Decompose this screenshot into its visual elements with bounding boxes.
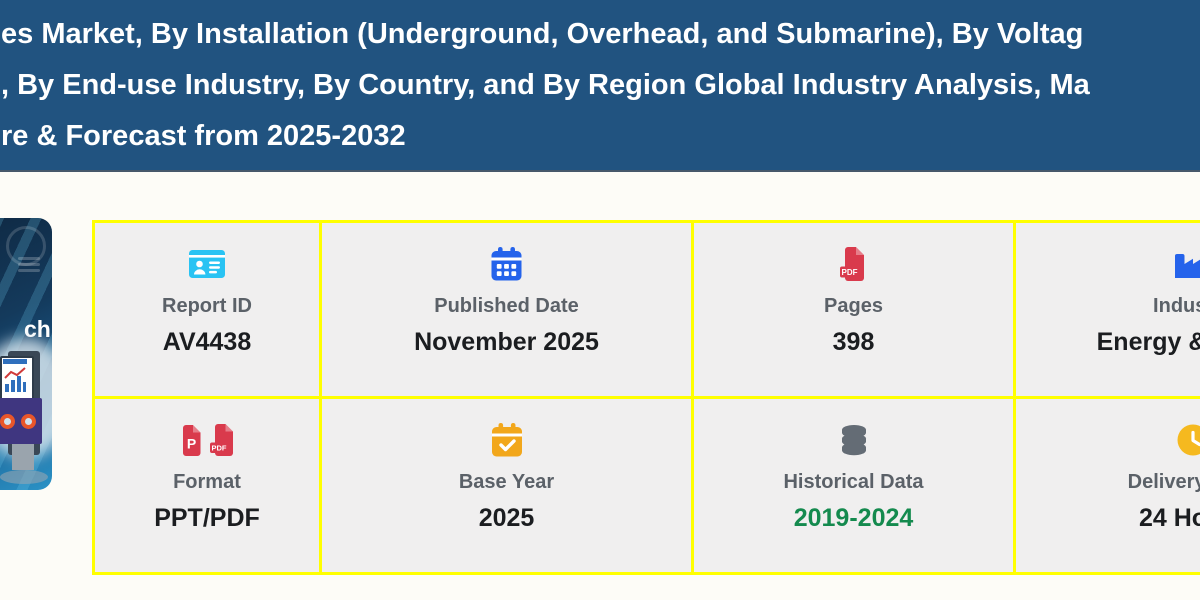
card-value: November 2025 — [414, 328, 599, 356]
factory-icon — [1175, 254, 1200, 278]
file-ppt-icon: P — [182, 424, 200, 456]
cover-chart-screen — [0, 356, 34, 400]
report-cover-thumbnail: ch — [0, 218, 52, 490]
card-historical-data: Historical Data 2019-2024 — [694, 399, 1016, 575]
cover-donut-icon — [0, 413, 15, 429]
card-label: Base Year — [458, 471, 555, 493]
card-label: Format — [173, 471, 241, 493]
card-value: 24 Hours — [1139, 504, 1200, 532]
svg-text:P: P — [186, 435, 195, 451]
report-title: es Market, By Installation (Underground,… — [1, 9, 1200, 162]
id-card-icon — [189, 250, 225, 278]
calendar-days-icon — [491, 247, 522, 281]
clock-icon — [1177, 424, 1200, 456]
card-industry: Industry Energy & Power — [1016, 223, 1200, 399]
card-base-year: Base Year 2025 — [322, 399, 694, 575]
database-icon — [841, 424, 866, 455]
cover-menu-lines — [18, 254, 40, 275]
card-report-id: Report ID AV4438 — [95, 223, 322, 399]
calendar-check-icon — [491, 423, 522, 457]
report-title-line-2: , By End-use Industry, By Country, and B… — [1, 69, 1090, 101]
card-format: P PDF Format PPT/PDF — [95, 399, 322, 575]
card-delivery-time: Delivery Time 24 Hours — [1016, 399, 1200, 575]
card-label: Historical Data — [783, 471, 924, 493]
file-pdf-icon: PDF — [209, 424, 233, 456]
file-pdf-icon: PDF — [840, 247, 864, 281]
cover-kiosk-pedestal — [12, 444, 34, 470]
cover-mini-chart — [3, 359, 27, 392]
report-info-grid: Report ID AV4438 Published Date November… — [92, 220, 1200, 575]
card-value: AV4438 — [162, 328, 252, 356]
svg-text:PDF: PDF — [211, 444, 226, 453]
cover-shadow — [0, 470, 48, 484]
svg-text:PDF: PDF — [842, 268, 858, 277]
cover-logo-circle — [6, 226, 46, 266]
card-value: Energy & Power — [1096, 328, 1200, 356]
card-pages: PDF Pages 398 — [694, 223, 1016, 399]
card-value: PPT/PDF — [154, 504, 260, 532]
card-label: Industry — [1153, 295, 1200, 317]
card-value: 2019-2024 — [793, 504, 914, 532]
card-label: Report ID — [162, 295, 252, 317]
card-label: Delivery Time — [1127, 471, 1200, 493]
page-header: es Market, By Installation (Underground,… — [0, 0, 1200, 172]
card-published-date: Published Date November 2025 — [322, 223, 694, 399]
card-value: 2025 — [478, 504, 535, 532]
report-title-line-3: re & Forecast from 2025-2032 — [1, 120, 406, 152]
card-label: Published Date — [434, 295, 579, 317]
cover-donut-icon — [21, 413, 36, 429]
report-title-line-1: es Market, By Installation (Underground,… — [1, 18, 1084, 50]
card-label: Pages — [824, 295, 883, 317]
cover-brand-text: ch — [24, 316, 51, 342]
cover-purple-panel — [0, 398, 42, 444]
card-value: 398 — [832, 328, 875, 356]
